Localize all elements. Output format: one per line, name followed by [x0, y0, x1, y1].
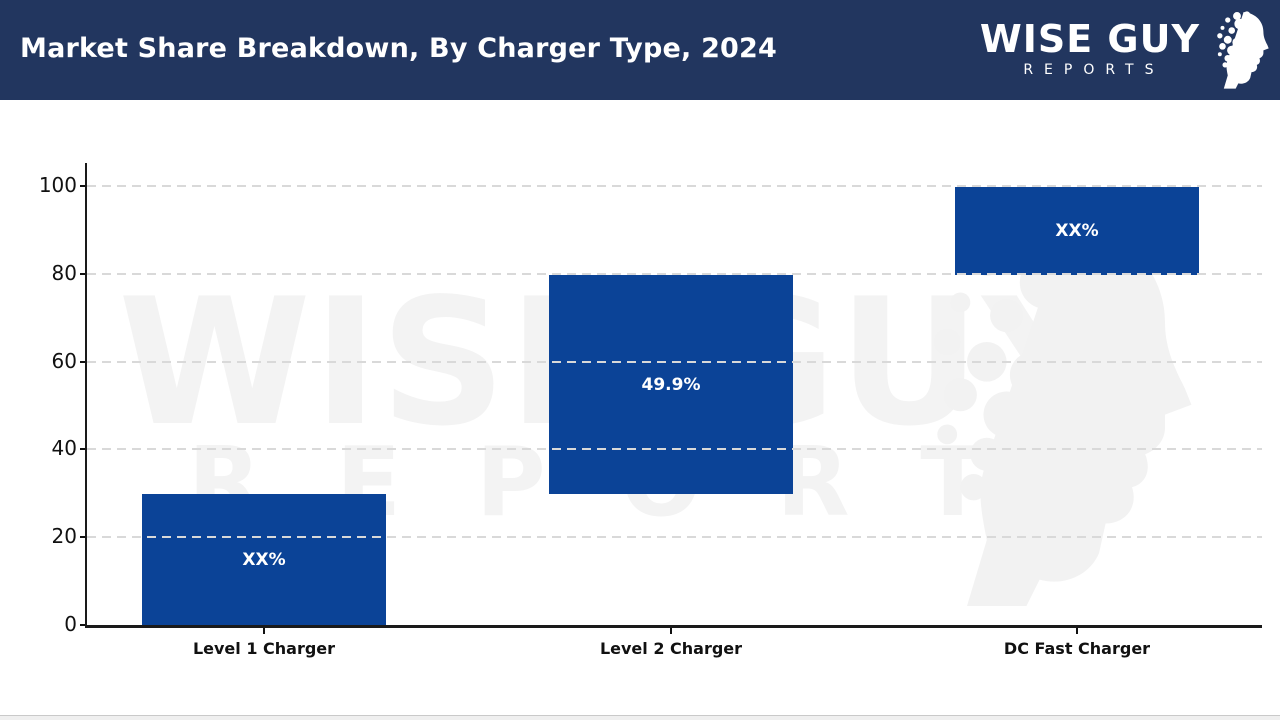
logo-wordmark: WISE GUY — [979, 16, 1200, 61]
footer-divider — [0, 715, 1280, 720]
x-axis-category-label: Level 2 Charger — [599, 639, 743, 658]
bar-value-label: XX% — [242, 549, 286, 570]
page-title: Market Share Breakdown, By Charger Type,… — [20, 33, 778, 64]
y-axis-line — [85, 163, 87, 628]
gridline-60 — [87, 360, 1262, 363]
brand-logo: WISE GUY REPORTS — [980, 8, 1270, 90]
logo-text: WISE GUY REPORTS — [979, 16, 1200, 79]
bar-dc-fast-charger: XX% — [955, 187, 1199, 276]
gridline-40 — [87, 448, 1262, 451]
x-axis-tick-mark — [1076, 627, 1078, 634]
y-axis-tick-label: 100 — [38, 173, 77, 197]
gridline-100 — [87, 185, 1262, 187]
y-axis-tick-label: 0 — [64, 612, 77, 636]
y-axis-tick-mark — [80, 624, 87, 626]
y-axis-tick-mark — [80, 272, 87, 275]
x-axis-tick-mark — [263, 627, 265, 634]
y-axis-tick-mark — [80, 360, 87, 363]
y-axis-tick-mark — [80, 536, 87, 539]
gridline-80 — [87, 272, 1262, 275]
bar-value-label: XX% — [1055, 221, 1099, 242]
gridline-20 — [87, 536, 1262, 539]
y-axis-tick-label: 40 — [51, 436, 77, 461]
y-axis-tick-label: 60 — [51, 348, 77, 373]
bar-level-2-charger: 49.9% — [549, 275, 793, 495]
y-axis-tick-mark — [80, 448, 87, 451]
x-axis-category-label: Level 1 Charger — [192, 639, 336, 658]
x-axis-line — [85, 625, 1262, 628]
x-axis-category-label: DC Fast Charger — [1003, 639, 1151, 658]
y-axis-tick-label: 20 — [51, 524, 77, 549]
y-axis-tick-label: 80 — [51, 260, 77, 285]
bar-value-label: 49.9% — [641, 374, 701, 395]
header-bar: Market Share Breakdown, By Charger Type,… — [0, 0, 1280, 100]
logo-head-icon — [1217, 11, 1269, 89]
x-axis-tick-mark — [670, 627, 672, 634]
bar-level-1-charger: XX% — [142, 494, 386, 625]
y-axis-tick-mark — [80, 185, 87, 187]
logo-subtext: REPORTS — [1023, 62, 1165, 79]
